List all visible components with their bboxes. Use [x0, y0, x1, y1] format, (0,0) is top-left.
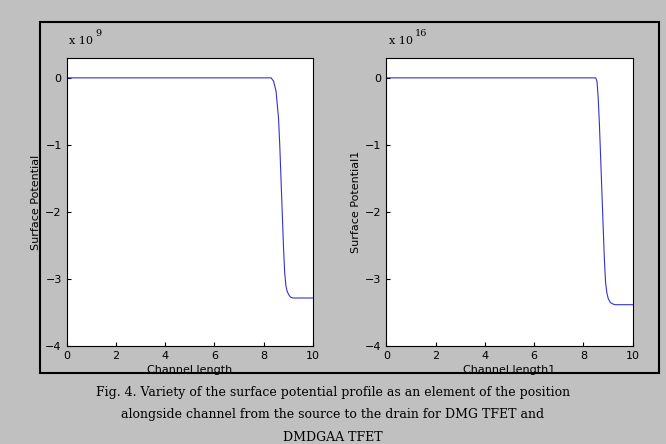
Text: x 10: x 10 [389, 36, 413, 46]
Text: 9: 9 [95, 28, 101, 38]
X-axis label: Channel length1: Channel length1 [464, 365, 555, 375]
Text: 16: 16 [415, 28, 427, 38]
Text: DMDGAA TFET: DMDGAA TFET [283, 431, 383, 444]
Text: Fig. 4. Variety of the surface potential profile as an element of the position: Fig. 4. Variety of the surface potential… [96, 386, 570, 399]
Text: x 10: x 10 [69, 36, 93, 46]
Y-axis label: Surface Potential1: Surface Potential1 [351, 151, 361, 253]
Text: alongside channel from the source to the drain for DMG TFET and: alongside channel from the source to the… [121, 408, 545, 421]
Y-axis label: Surface Potential: Surface Potential [31, 155, 41, 250]
X-axis label: Channel length: Channel length [147, 365, 232, 375]
